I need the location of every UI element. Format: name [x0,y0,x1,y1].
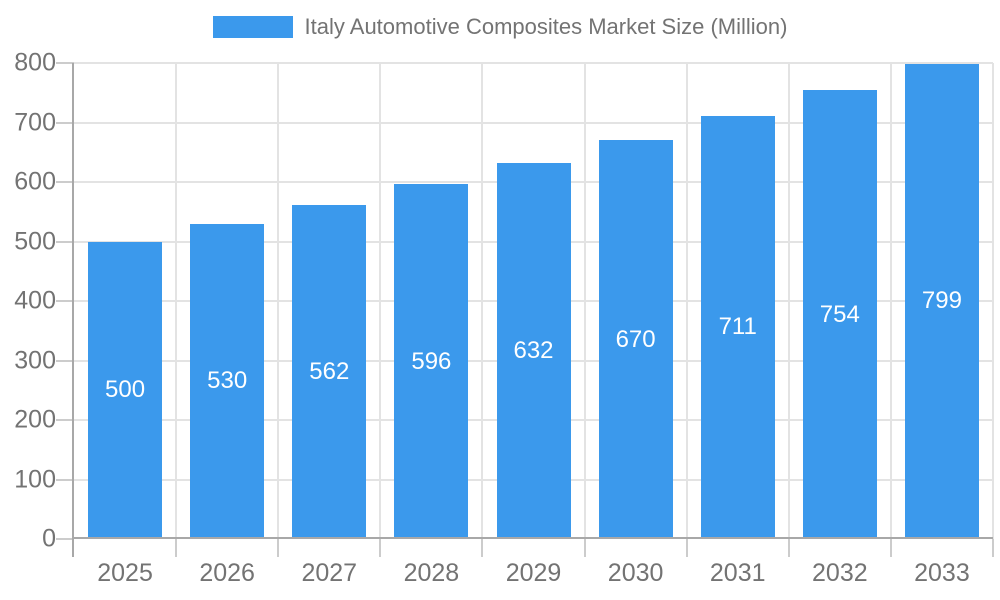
v-gridline [379,63,382,539]
y-axis-tick-label: 100 [14,465,56,493]
bar [394,184,469,539]
y-axis-tick-label: 600 [14,167,56,196]
bar-value-label: 596 [411,347,452,375]
x-axis-tick [481,539,484,557]
x-axis-tick [583,539,586,557]
x-axis-tick-label: 2029 [505,559,562,587]
x-axis-tick [787,539,790,557]
y-axis-tick [56,121,74,124]
y-axis-tick [56,359,74,362]
bar [904,63,979,539]
bar-value-label: 500 [105,376,146,404]
h-gridline [74,62,993,64]
bar [496,162,571,539]
v-gridline [992,63,994,539]
bar-value-label: 632 [513,336,554,364]
x-axis-tick-label: 2026 [199,559,255,587]
x-axis-tick [277,539,280,557]
v-gridline [583,63,586,539]
y-axis-tick [56,300,74,302]
bar-value-label: 562 [309,357,350,385]
v-gridline [889,63,892,539]
v-gridline [481,63,484,539]
y-axis-tick [56,419,74,421]
v-gridline [787,63,790,539]
h-gridline [74,121,993,124]
v-gridline [277,63,280,539]
x-axis-baseline [72,537,993,539]
y-axis-tick-label: 800 [14,48,56,77]
bar-value-label: 754 [819,300,860,328]
x-axis-tick-label: 2025 [97,559,153,587]
x-axis-tick-label: 2027 [301,559,358,587]
y-axis-tick [56,478,74,481]
y-axis-tick-label: 700 [14,108,56,136]
x-axis-tick-label: 2030 [607,559,664,587]
bar-value-label: 530 [207,367,248,395]
bar [190,223,265,539]
v-gridline [175,63,178,539]
y-axis-tick [56,240,74,243]
y-axis-tick-label: 500 [14,227,56,255]
x-axis-tick [992,539,994,557]
x-axis-tick-label: 2033 [914,559,970,587]
bar-value-label: 799 [921,287,962,315]
y-axis-tick-label: 200 [14,405,56,434]
bar-value-label: 711 [718,313,757,341]
v-gridline [685,63,688,539]
legend-swatch [212,16,293,38]
bar [598,140,673,539]
x-axis-tick [889,539,892,557]
y-axis-tick-label: 400 [14,286,56,315]
y-axis-tick [56,62,74,64]
legend-label: Italy Automotive Composites Market Size … [304,14,788,39]
bar-value-label: 670 [615,325,656,353]
y-axis-tick [56,538,74,540]
y-axis-tick [56,181,74,183]
y-axis-tick-label: 300 [14,346,56,374]
x-axis-tick [175,539,178,557]
y-axis-line [72,63,74,557]
bar [88,241,163,539]
x-axis-tick [379,539,382,557]
bar [292,204,367,539]
bar [700,115,775,539]
y-axis-tick-label: 0 [42,524,56,553]
bar [802,90,877,539]
x-axis-tick [685,539,688,557]
chart-legend: Italy Automotive Composites Market Size … [0,14,1000,40]
x-axis-tick-label: 2032 [812,559,868,587]
x-axis-tick-label: 2031 [709,559,766,587]
x-axis-tick-label: 2028 [403,559,460,587]
